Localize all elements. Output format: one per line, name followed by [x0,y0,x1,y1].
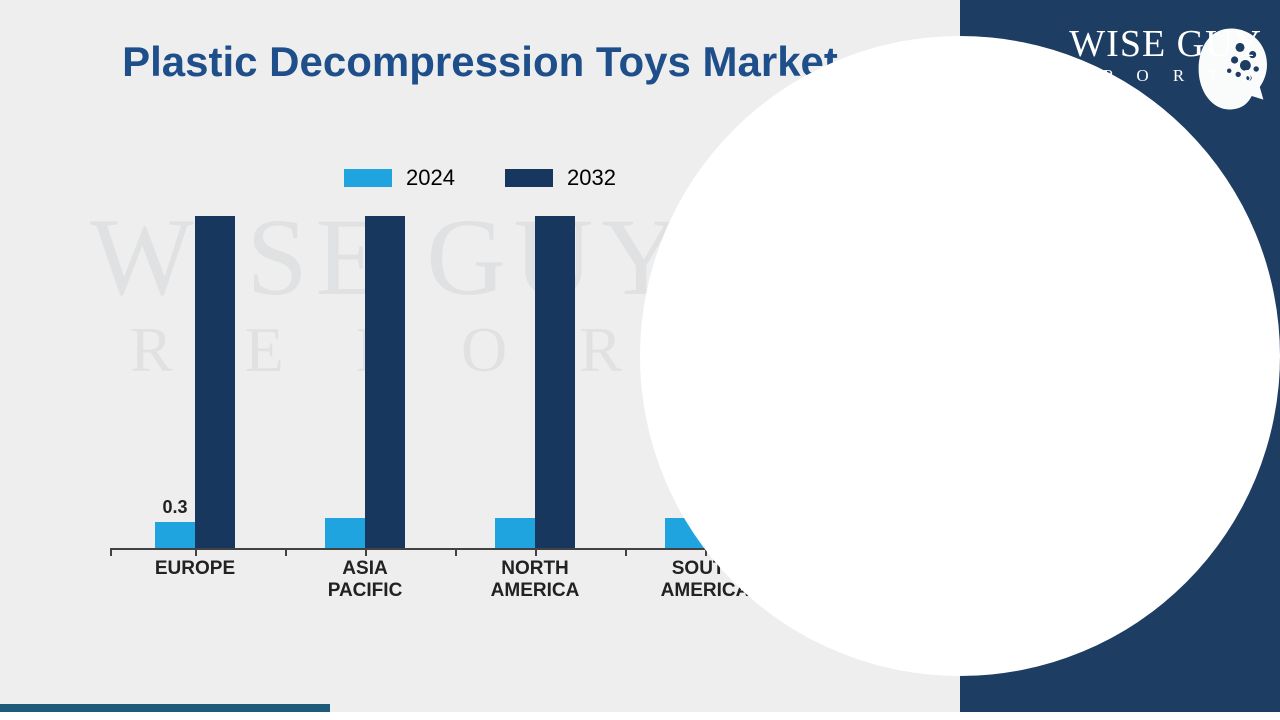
category-label: ASIA PACIFIC [290,558,440,602]
legend-item-2032: 2032 [505,165,616,191]
bar-group [495,205,615,548]
accent-bar [0,704,330,712]
brand-line2: R E P O R T S [1033,66,1262,86]
brand-line1: WISE GUY [1033,22,1262,66]
axis-tick [455,548,457,556]
bar-2032 [195,216,235,548]
legend-label-2024: 2024 [406,165,455,191]
category-label: NORTH AMERICA [460,558,610,602]
bar-2024 [495,518,535,548]
legend-label-2032: 2032 [567,165,616,191]
axis-tick [195,548,197,556]
bar-group [325,205,445,548]
bar-group: 0.3 [155,205,275,548]
axis-tick [535,548,537,556]
axis-tick [110,548,112,556]
axis-tick [285,548,287,556]
axis-tick [365,548,367,556]
white-arc [640,36,1280,676]
bar-2024 [155,522,195,548]
legend-swatch-2032 [505,169,553,187]
legend-swatch-2024 [344,169,392,187]
bar-2032 [365,216,405,548]
brand-logo: WISE GUY R E P O R T S [1033,22,1262,86]
legend-item-2024: 2024 [344,165,455,191]
category-label: EUROPE [120,558,270,580]
axis-tick [625,548,627,556]
bar-2024 [325,518,365,548]
bar-2032 [535,216,575,548]
bar-value-label: 0.3 [150,497,200,518]
side-panel: WISE GUY R E P O R T S [960,0,1280,712]
